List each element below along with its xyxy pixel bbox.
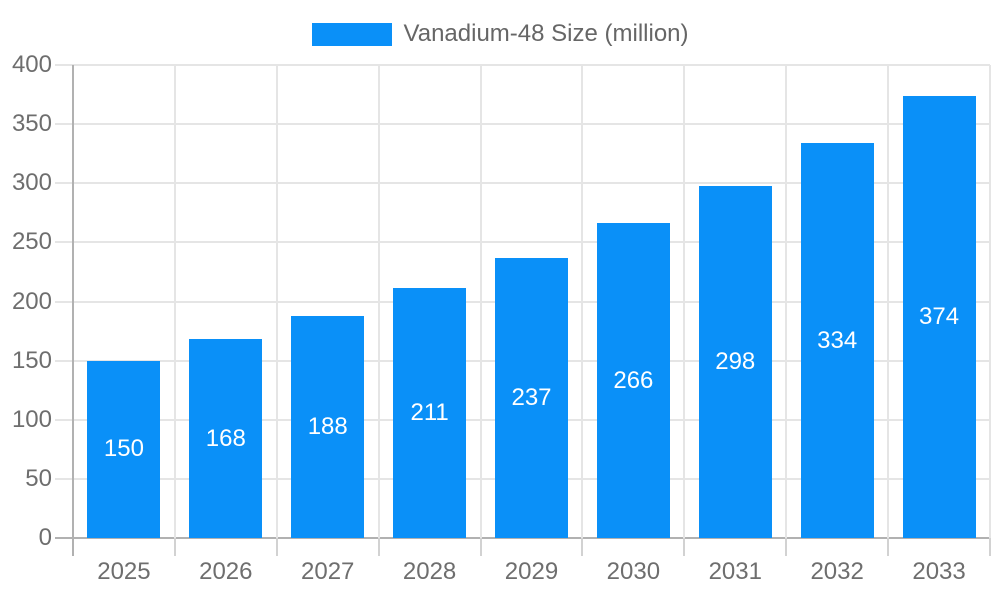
x-tick-mark [173, 538, 176, 556]
y-tick-mark [55, 64, 73, 66]
x-tick-label: 2025 [97, 558, 151, 585]
h-gridline [73, 241, 990, 244]
bar-2030: 266 [596, 223, 670, 538]
y-tick-label: 50 [25, 464, 52, 492]
x-tick-label: 2031 [708, 558, 762, 585]
v-gridline [785, 65, 788, 538]
x-tick-label: 2026 [199, 558, 253, 585]
y-tick-mark [55, 241, 73, 244]
x-tick-mark [887, 538, 890, 556]
y-tick-label: 250 [11, 228, 52, 256]
x-tick-mark [785, 538, 788, 556]
v-gridline [887, 65, 890, 538]
h-gridline [73, 123, 990, 126]
x-tick-mark [275, 538, 278, 556]
y-axis-line [72, 65, 74, 538]
v-gridline [377, 65, 380, 538]
v-gridline [173, 65, 176, 538]
y-tick-mark [55, 359, 73, 362]
y-tick-label: 150 [11, 346, 52, 374]
v-gridline [989, 65, 991, 538]
legend-label: Vanadium-48 Size (million) [403, 20, 689, 47]
y-tick-mark [55, 418, 73, 421]
y-tick-label: 100 [11, 405, 52, 433]
x-tick-label: 2029 [504, 558, 559, 585]
bar-2027: 188 [291, 315, 365, 538]
y-tick-label: 300 [11, 169, 52, 197]
v-gridline [479, 65, 482, 538]
bar-value-label: 188 [307, 412, 348, 440]
bar-2031: 298 [698, 185, 772, 538]
bar-value-label: 374 [919, 302, 960, 330]
y-tick-label: 200 [11, 287, 52, 315]
h-gridline [73, 182, 990, 185]
x-tick-mark [377, 538, 380, 556]
y-tick-mark [55, 477, 73, 480]
bar-2028: 211 [393, 288, 467, 538]
bar-2029: 237 [495, 257, 568, 538]
bar-value-label: 298 [715, 347, 756, 375]
y-tick-mark [55, 123, 73, 126]
x-tick-mark [581, 538, 584, 556]
bar-2025: 150 [87, 360, 161, 538]
x-axis-line [73, 537, 990, 539]
bar-value-label: 150 [103, 435, 144, 463]
bar-value-label: 266 [613, 366, 654, 394]
y-tick-label: 350 [11, 110, 52, 138]
x-tick-label: 2028 [402, 558, 457, 585]
y-tick-mark [55, 182, 73, 185]
y-tick-mark [55, 537, 73, 539]
x-tick-label: 2030 [606, 558, 661, 585]
y-tick-label: 0 [38, 524, 52, 551]
h-gridline [73, 64, 990, 66]
x-tick-mark [989, 538, 991, 556]
bar-2026: 168 [189, 339, 263, 538]
x-tick-label: 2032 [810, 558, 864, 585]
bar-value-label: 334 [817, 326, 858, 354]
bar-value-label: 168 [205, 424, 246, 452]
legend-swatch-icon [311, 22, 392, 46]
bar-value-label: 211 [410, 399, 449, 427]
bar-value-label: 237 [511, 383, 552, 411]
y-tick-mark [55, 300, 73, 303]
x-tick-label: 2033 [912, 558, 966, 585]
x-tick-mark [479, 538, 482, 556]
x-tick-label: 2027 [301, 558, 355, 585]
x-tick-mark [683, 538, 686, 556]
legend: Vanadium-48 Size (million) [0, 21, 1000, 47]
legend-item[interactable]: Vanadium-48 Size (million) [311, 20, 689, 47]
y-tick-label: 400 [11, 51, 52, 78]
bar-2033: 374 [902, 95, 976, 538]
x-tick-mark [72, 538, 74, 556]
v-gridline [683, 65, 686, 538]
v-gridline [581, 65, 584, 538]
v-gridline [275, 65, 278, 538]
bar-2032: 334 [800, 143, 874, 538]
